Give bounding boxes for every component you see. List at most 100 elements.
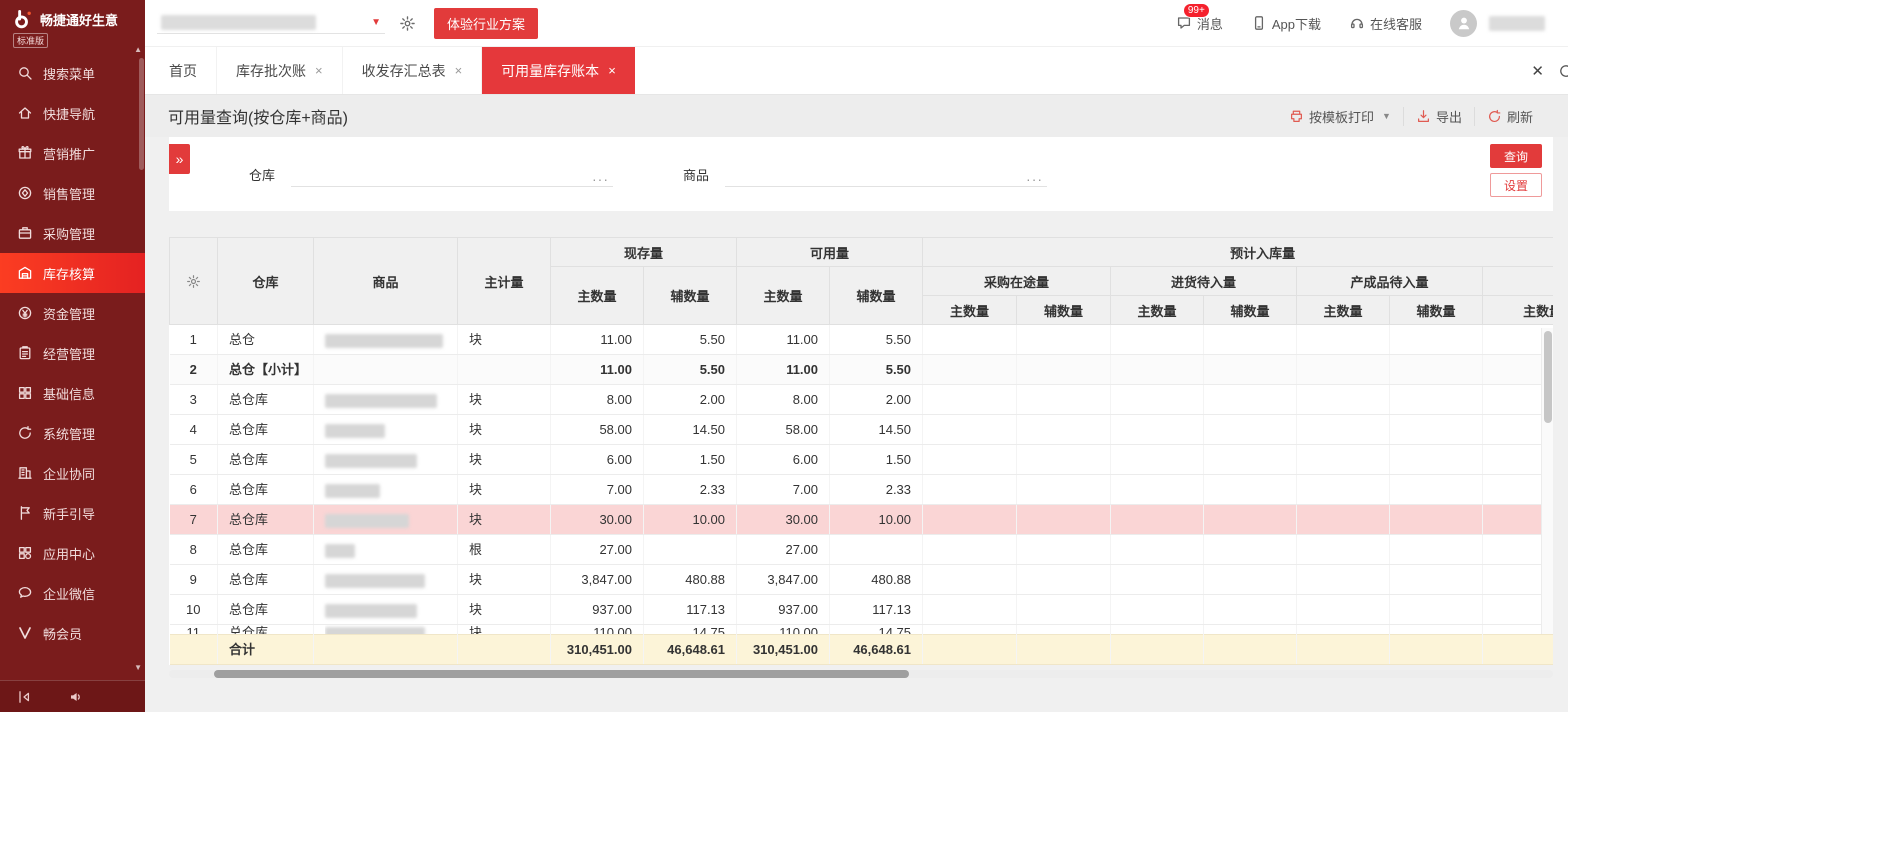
col-purchase-aux[interactable]: 辅数量 — [1016, 295, 1112, 325]
sidebar-item-wecom[interactable]: 企业微信 — [0, 573, 145, 613]
col-clipped-main[interactable]: 主数量 — [1482, 295, 1553, 325]
sidebar-item-marketing[interactable]: 营销推广 — [0, 133, 145, 173]
column-settings-gear-icon[interactable] — [186, 274, 201, 289]
col-available-aux[interactable]: 辅数量 — [829, 266, 924, 325]
online-service-button[interactable]: 在线客服 — [1349, 14, 1422, 33]
sidebar-item-inventory[interactable]: 库存核算 — [0, 253, 145, 293]
table-row[interactable]: 4 总仓库块 58.00 14.50 58.00 14.50 — [169, 414, 1553, 445]
sidebar-item-funds[interactable]: 资金管理 — [0, 293, 145, 333]
table-row[interactable]: 5 总仓库块 6.00 1.50 6.00 1.50 — [169, 444, 1553, 475]
collapse-sidebar-icon[interactable] — [16, 689, 32, 705]
col-finished-main[interactable]: 主数量 — [1296, 295, 1391, 325]
close-all-tabs-icon[interactable]: ✕ — [1531, 62, 1544, 80]
person-icon — [1455, 14, 1473, 32]
table-body: 1 总仓块 11.00 5.50 11.00 5.50 2 总仓【小计】 11.00 5.50 11… — [169, 324, 1553, 635]
sidebar-item-collaboration[interactable]: 企业协同 — [0, 453, 145, 493]
refresh-button[interactable]: 刷新 — [1473, 106, 1545, 126]
settings-button[interactable]: 设置 — [1490, 173, 1542, 197]
trial-solution-button[interactable]: 体验行业方案 — [434, 7, 539, 39]
coin-icon — [17, 305, 33, 321]
sidebar-item-system[interactable]: 系统管理 — [0, 413, 145, 453]
refresh-icon — [1487, 109, 1502, 124]
vertical-scrollbar-thumb[interactable] — [1544, 331, 1552, 423]
table-row[interactable]: 9 总仓库块 3,847.00 480.88 3,847.00 480.88 — [169, 564, 1553, 595]
tab-available-ledger[interactable]: 可用量库存账本 × — [481, 47, 635, 94]
filter-buttons: 查询 设置 — [1490, 137, 1553, 197]
redacted-product-name — [325, 483, 380, 498]
tab-close-icon[interactable]: × — [608, 63, 616, 78]
app-download-button[interactable]: App下载 — [1251, 14, 1321, 33]
table-row[interactable]: 11 总仓库块 110.00 14.75 110.00 14.75 — [169, 624, 1553, 635]
sidebar-item-guide[interactable]: 新手引导 — [0, 493, 145, 533]
sidebar-item-member[interactable]: 畅会员 — [0, 613, 145, 653]
page-title: 可用量查询(按仓库+商品) — [168, 110, 349, 127]
table-horizontal-scrollbar[interactable] — [169, 670, 1553, 678]
user-account[interactable] — [1450, 9, 1545, 37]
total-stock-main: 310,451.00 — [550, 634, 644, 665]
col-available-main[interactable]: 主数量 — [736, 266, 831, 325]
table-row[interactable]: 7 总仓库块 30.00 10.00 30.00 10.00 — [169, 504, 1553, 535]
online-service-label: 在线客服 — [1369, 16, 1422, 32]
table-row[interactable]: 3 总仓库块 8.00 2.00 8.00 2.00 — [169, 384, 1553, 415]
tab-close-icon[interactable]: × — [454, 63, 463, 78]
table-vertical-scrollbar[interactable] — [1541, 328, 1553, 634]
sidebar-item-label: 企业微信 — [43, 586, 96, 602]
export-button[interactable]: 导出 — [1402, 106, 1474, 126]
badge-icon — [17, 185, 33, 201]
table-row[interactable]: 10 总仓库块 937.00 117.13 937.00 117.13 — [169, 594, 1553, 625]
table-row[interactable]: 2 总仓【小计】 11.00 5.50 11.00 5.50 — [169, 354, 1553, 385]
gear-icon[interactable] — [399, 15, 416, 32]
table-row[interactable]: 1 总仓块 11.00 5.50 11.00 5.50 — [169, 324, 1553, 355]
tab-home[interactable]: 首页 — [150, 47, 216, 94]
sidebar-item-purchase[interactable]: 采购管理 — [0, 213, 145, 253]
topbar: ▼ 体验行业方案 99+ 消息 App下载 在线客服 — [145, 0, 1568, 47]
sidebar-item-quick-nav[interactable]: 快捷导航 — [0, 93, 145, 133]
table-row[interactable]: 8 总仓库根 27.00 27.00 — [169, 534, 1553, 565]
horizontal-scrollbar-thumb[interactable] — [214, 670, 909, 678]
sidebar-item-search-menu[interactable]: 搜索菜单 — [0, 53, 145, 93]
company-select[interactable]: ▼ — [157, 12, 385, 34]
col-incoming-main[interactable]: 主数量 — [1110, 295, 1205, 325]
product-picker-ellipsis-icon[interactable]: ··· — [1026, 171, 1044, 187]
tab-actions-icon[interactable] — [1558, 63, 1568, 79]
sidebar-scroll-down-icon[interactable]: ▼ — [134, 663, 142, 672]
guide-icon — [17, 505, 33, 521]
col-stock-aux[interactable]: 辅数量 — [642, 266, 738, 325]
sidebar-item-label: 搜索菜单 — [43, 66, 96, 82]
announcement-speaker-icon[interactable] — [68, 689, 84, 705]
colgroup-available: 可用量 — [736, 237, 924, 267]
col-incoming-aux[interactable]: 辅数量 — [1203, 295, 1298, 325]
inventory-table-card: 仓库 商品 主计量 现存量 可用量 预计入库量 主数量 辅数量 主数量 辅数量 … — [169, 237, 1553, 665]
col-stock-main[interactable]: 主数量 — [550, 266, 644, 325]
sidebar-item-base-info[interactable]: 基础信息 — [0, 373, 145, 413]
messages-badge: 99+ — [1182, 2, 1210, 18]
warehouse-filter-input[interactable]: ··· — [291, 161, 614, 187]
member-icon — [17, 625, 33, 641]
product-filter-input[interactable]: ··· — [725, 161, 1048, 187]
tab-summary[interactable]: 收发存汇总表 × — [341, 47, 482, 94]
expand-filters-button[interactable]: » — [169, 144, 190, 174]
col-purchase-main[interactable]: 主数量 — [922, 295, 1018, 325]
sidebar-scroll-up-icon[interactable]: ▲ — [134, 45, 142, 54]
messages-button[interactable]: 99+ 消息 — [1176, 2, 1223, 33]
col-finished-aux[interactable]: 辅数量 — [1389, 295, 1484, 325]
print-by-template-button[interactable]: 按模板打印 ▼ — [1277, 107, 1403, 126]
warehouse-picker-ellipsis-icon[interactable]: ··· — [592, 171, 610, 187]
col-unit[interactable]: 主计量 — [457, 237, 551, 325]
message-bubble-icon — [1176, 15, 1192, 31]
redacted-product-name — [325, 423, 385, 438]
sidebar-item-operations[interactable]: 经营管理 — [0, 333, 145, 373]
table-row[interactable]: 6 总仓库块 7.00 2.33 7.00 2.33 — [169, 474, 1553, 505]
tab-batch-ledger[interactable]: 库存批次账 × — [216, 47, 342, 94]
brand-logo-icon — [12, 9, 33, 30]
sidebar-item-label: 库存核算 — [43, 266, 96, 282]
col-product[interactable]: 商品 — [313, 237, 458, 325]
sidebar-scrollbar-thumb[interactable] — [139, 58, 144, 170]
tab-close-icon[interactable]: × — [315, 63, 323, 78]
sidebar-item-app-center[interactable]: 应用中心 — [0, 533, 145, 573]
sidebar-item-sales[interactable]: 销售管理 — [0, 173, 145, 213]
export-label: 导出 — [1435, 109, 1462, 125]
sync-icon — [17, 425, 33, 441]
col-warehouse[interactable]: 仓库 — [217, 237, 314, 325]
query-button[interactable]: 查询 — [1490, 144, 1542, 168]
